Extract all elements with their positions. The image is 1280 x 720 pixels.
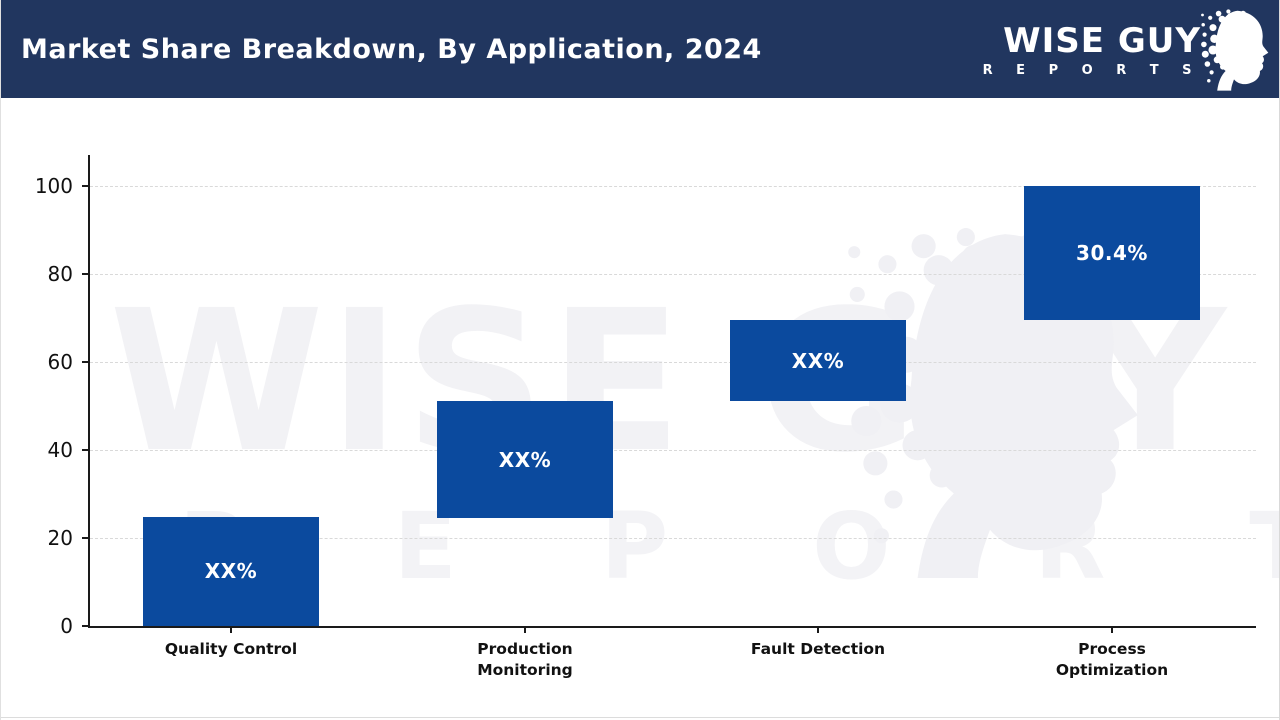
y-tick-mark (82, 625, 89, 627)
bar-fault-detection: XX% (730, 320, 906, 402)
gridline-y60 (90, 362, 1256, 363)
x-tick-mark (524, 626, 526, 633)
gridline-y100 (90, 186, 1256, 187)
bar-quality-control: XX% (143, 516, 319, 626)
x-tick-label: Production Monitoring (477, 640, 573, 679)
y-tick-label: 100 (34, 174, 73, 198)
x-tick-label: Quality Control (164, 640, 298, 658)
y-tick-label: 80 (47, 262, 73, 286)
brand-logo: WISE GUY R E P O R T S (983, 6, 1271, 94)
bar-value-label: 30.4% (1076, 241, 1148, 266)
x-tick-mark (817, 626, 819, 633)
y-tick-mark (82, 449, 89, 451)
x-tick-label: Process Optimization (1055, 640, 1169, 679)
y-tick-label: 20 (47, 526, 73, 550)
bar-process-optimization: 30.4% (1024, 186, 1200, 321)
y-tick-label: 60 (47, 350, 73, 374)
brand-name: WISE GUY (1003, 21, 1201, 61)
y-axis (88, 155, 90, 628)
header-band: Market Share Breakdown, By Application, … (1, 0, 1279, 98)
brand-logo-text: WISE GUY R E P O R T S (983, 22, 1201, 80)
x-tick-mark (230, 626, 232, 633)
bar-value-label: XX% (204, 559, 258, 584)
bar-value-label: XX% (498, 447, 552, 472)
x-tick-label: Fault Detection (750, 640, 886, 658)
y-tick-mark (82, 273, 89, 275)
y-tick-label: 0 (60, 614, 73, 638)
y-tick-label: 40 (47, 438, 73, 462)
y-tick-mark (82, 361, 89, 363)
gridline-y80 (90, 274, 1256, 275)
x-axis (88, 626, 1256, 628)
brand-subname: R E P O R T S (982, 63, 1201, 78)
gridline-y40 (90, 450, 1256, 451)
y-tick-mark (82, 185, 89, 187)
bar-production-monitoring: XX% (437, 401, 613, 519)
page-title: Market Share Breakdown, By Application, … (21, 33, 762, 65)
gridline-y20 (90, 538, 1256, 539)
y-tick-mark (82, 537, 89, 539)
x-tick-mark (1111, 626, 1113, 633)
bottom-divider (1, 717, 1279, 718)
bar-value-label: XX% (791, 348, 845, 373)
